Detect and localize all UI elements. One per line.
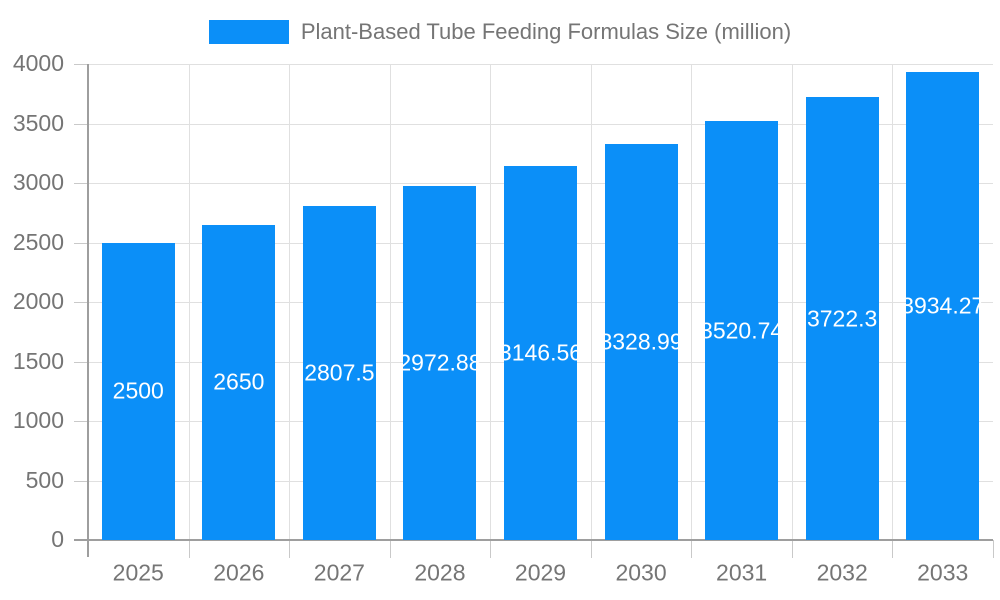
y-axis-label: 3000 bbox=[12, 168, 64, 195]
y-gridline bbox=[88, 64, 993, 65]
y-axis-label: 2500 bbox=[12, 228, 64, 255]
bar-2026 bbox=[202, 224, 276, 540]
y-tick bbox=[74, 421, 88, 422]
x-axis-label: 2025 bbox=[112, 559, 164, 586]
legend[interactable]: Plant-Based Tube Feeding Formulas Size (… bbox=[0, 14, 1000, 50]
y-tick bbox=[74, 302, 88, 303]
legend-label: Plant-Based Tube Feeding Formulas Size (… bbox=[300, 19, 792, 44]
y-tick bbox=[74, 242, 88, 244]
bar-2028 bbox=[403, 186, 477, 540]
x-axis-line bbox=[74, 539, 993, 541]
y-tick bbox=[74, 183, 88, 184]
x-gridline bbox=[490, 64, 492, 540]
bar-value-label: 3146.56 bbox=[498, 339, 583, 366]
x-axis-label: 2033 bbox=[917, 559, 969, 586]
bar-2032 bbox=[805, 97, 879, 540]
bar-2025 bbox=[101, 242, 175, 540]
bar-value-label: 3934.27 bbox=[901, 292, 985, 319]
y-axis-label: 4000 bbox=[12, 49, 64, 76]
bar-2029 bbox=[504, 165, 577, 540]
y-tick bbox=[74, 480, 88, 482]
y-tick bbox=[74, 361, 88, 363]
bar-value-label: 2500 bbox=[112, 377, 164, 404]
x-tick bbox=[993, 540, 994, 558]
x-axis-label: 2026 bbox=[213, 559, 265, 586]
x-gridline bbox=[188, 64, 190, 540]
x-tick bbox=[791, 540, 793, 558]
bar-value-label: 3722.3 bbox=[806, 305, 878, 332]
y-axis-label: 0 bbox=[51, 525, 64, 552]
x-gridline bbox=[389, 64, 391, 540]
y-tick bbox=[74, 64, 88, 65]
y-axis-label: 3500 bbox=[12, 109, 64, 136]
y-gridline bbox=[88, 123, 993, 125]
x-tick bbox=[389, 540, 391, 558]
bar-value-label: 2807.5 bbox=[304, 359, 375, 386]
y-axis-label: 1000 bbox=[12, 406, 64, 433]
x-axis-label: 2030 bbox=[615, 559, 667, 586]
x-axis-label: 2028 bbox=[414, 559, 466, 586]
x-tick bbox=[590, 540, 592, 558]
bar-2027 bbox=[302, 205, 376, 540]
y-tick bbox=[74, 123, 88, 125]
x-axis-label: 2032 bbox=[816, 559, 868, 586]
x-tick bbox=[691, 540, 693, 558]
x-gridline bbox=[590, 64, 592, 540]
x-axis-label: 2029 bbox=[514, 559, 567, 586]
bar-value-label: 3520.74 bbox=[700, 317, 784, 344]
bar-value-label: 2972.88 bbox=[398, 349, 482, 376]
y-axis-label: 2000 bbox=[12, 287, 64, 314]
bar-value-label: 2650 bbox=[213, 368, 265, 395]
x-tick bbox=[188, 540, 190, 558]
bar-2030 bbox=[604, 143, 678, 540]
x-tick bbox=[892, 540, 894, 558]
bar-value-label: 3328.99 bbox=[599, 328, 683, 355]
y-axis-label: 500 bbox=[25, 466, 64, 493]
x-gridline bbox=[289, 64, 291, 540]
x-gridline bbox=[691, 64, 693, 540]
x-gridline bbox=[892, 64, 894, 540]
bar-2031 bbox=[705, 121, 779, 540]
x-tick bbox=[490, 540, 492, 558]
x-gridline bbox=[791, 64, 793, 540]
legend-swatch-icon bbox=[208, 20, 289, 44]
bar-2033 bbox=[906, 71, 980, 540]
y-axis-line bbox=[87, 64, 89, 557]
x-axis-label: 2027 bbox=[313, 559, 365, 586]
x-axis-label: 2031 bbox=[716, 559, 768, 586]
x-tick bbox=[289, 540, 291, 558]
y-axis-label: 1500 bbox=[12, 347, 64, 374]
